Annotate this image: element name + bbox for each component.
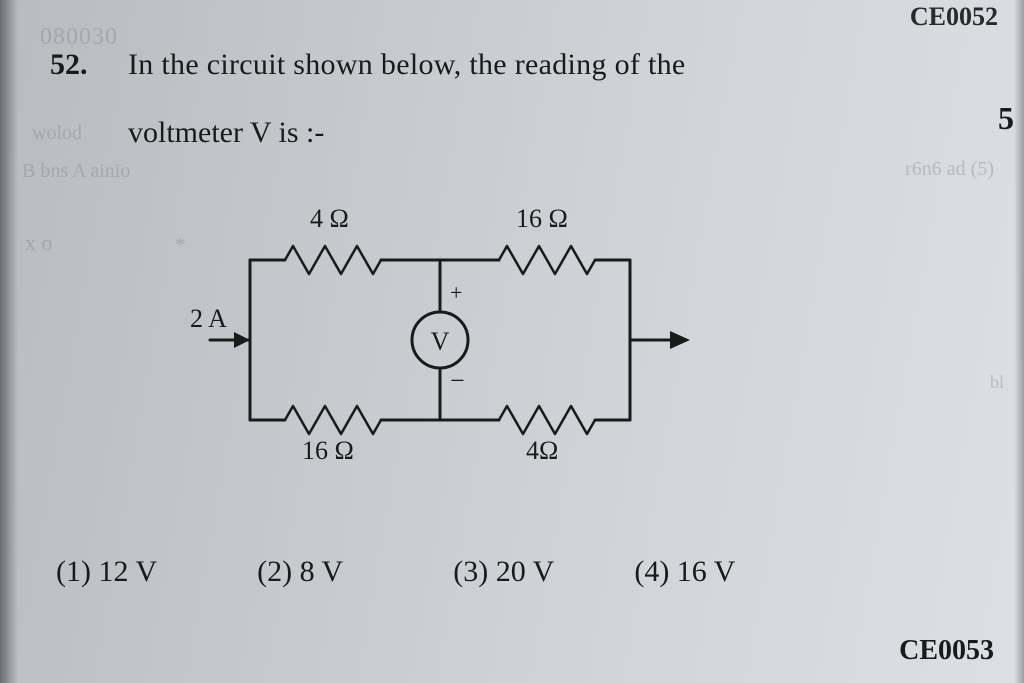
ghost-text-star: * <box>175 232 186 258</box>
ghost-text-xo: x o <box>25 230 53 256</box>
question-text-line1: In the circuit shown below, the reading … <box>128 48 686 82</box>
page: CE0052 080030 wolod B bns A ainio x o * … <box>0 0 1024 683</box>
voltmeter-minus: − <box>450 366 465 396</box>
ghost-text-line2-left: B bns A ainio <box>22 160 130 183</box>
input-current-label: 2 A <box>190 304 227 334</box>
option-4: (4) 16 V <box>634 555 735 589</box>
circuit-diagram: V 4 Ω 16 Ω 16 Ω 4Ω 2 A + − <box>190 200 710 480</box>
voltmeter-plus: + <box>450 280 462 306</box>
resistor-bottom-right-label: 4Ω <box>526 436 558 466</box>
footer-code: CE0053 <box>899 635 994 667</box>
voltmeter-symbol: V <box>431 327 450 356</box>
circuit-svg: V <box>190 200 710 480</box>
resistor-top-right-label: 16 Ω <box>516 204 568 234</box>
book-spine-shadow <box>0 0 18 683</box>
resistor-top-left-label: 4 Ω <box>310 204 349 234</box>
option-2: (2) 8 V <box>257 555 343 589</box>
ghost-text-top-left: 080030 <box>40 24 118 51</box>
ghost-text-voltmeter-left: wolod <box>32 122 82 145</box>
option-3: (3) 20 V <box>453 555 554 589</box>
option-1: (1) 12 V <box>56 555 157 589</box>
ghost-text-right1: r6n6 ad (5) <box>905 158 994 181</box>
page-right-shadow <box>1014 0 1024 683</box>
question-text-line2: voltmeter V is :- <box>128 116 324 150</box>
answer-options: (1) 12 V (2) 8 V (3) 20 V (4) 16 V <box>56 555 996 589</box>
question-number: 52. <box>50 48 88 82</box>
resistor-bottom-left-label: 16 Ω <box>302 436 354 466</box>
header-code: CE0052 <box>910 2 998 32</box>
margin-number: 5 <box>998 100 1014 137</box>
ghost-text-right2: bl <box>990 372 1004 393</box>
